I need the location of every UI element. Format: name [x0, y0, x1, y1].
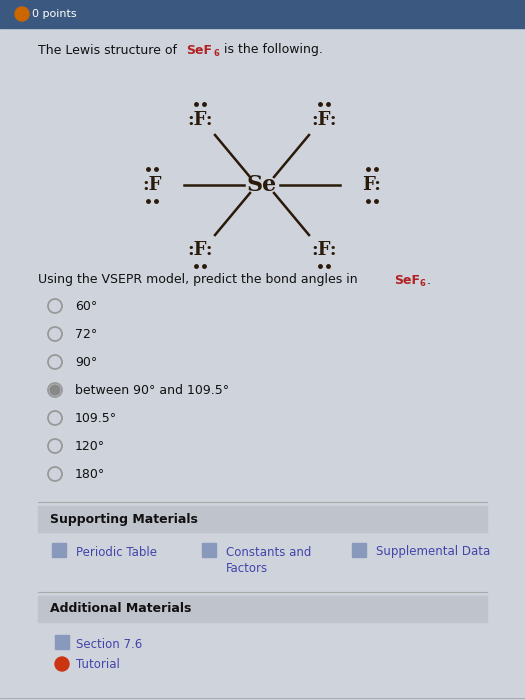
- Text: Supporting Materials: Supporting Materials: [50, 512, 198, 526]
- Bar: [52, 543, 66, 557]
- Text: :F:: :F:: [311, 111, 337, 129]
- Text: Using the VSEPR model, predict the bond angles in: Using the VSEPR model, predict the bond …: [38, 274, 362, 286]
- Text: Section 7.6: Section 7.6: [76, 638, 142, 650]
- Circle shape: [48, 411, 62, 425]
- Text: between 90° and 109.5°: between 90° and 109.5°: [75, 384, 229, 396]
- Text: :F: :F: [142, 176, 162, 194]
- Text: 6: 6: [213, 48, 219, 57]
- Circle shape: [50, 385, 60, 395]
- Bar: [38, 506, 487, 532]
- Text: Supplemental Data: Supplemental Data: [376, 545, 490, 559]
- Bar: [38, 596, 487, 622]
- Text: :F:: :F:: [311, 241, 337, 259]
- Circle shape: [15, 7, 29, 21]
- Bar: [352, 543, 366, 557]
- Circle shape: [48, 299, 62, 313]
- Bar: [202, 543, 216, 557]
- Text: 0 points: 0 points: [32, 9, 77, 19]
- Circle shape: [48, 467, 62, 481]
- Text: 109.5°: 109.5°: [75, 412, 117, 424]
- Text: Periodic Table: Periodic Table: [76, 545, 157, 559]
- Text: 72°: 72°: [75, 328, 97, 340]
- Text: 180°: 180°: [75, 468, 105, 480]
- Text: Factors: Factors: [226, 561, 268, 575]
- Circle shape: [48, 327, 62, 341]
- Bar: [0, 0, 525, 28]
- Text: 120°: 120°: [75, 440, 105, 452]
- Text: is the following.: is the following.: [220, 43, 323, 57]
- Text: 90°: 90°: [75, 356, 97, 368]
- Text: Additional Materials: Additional Materials: [50, 603, 192, 615]
- Circle shape: [48, 355, 62, 369]
- Text: :F:: :F:: [187, 111, 213, 129]
- Text: :F:: :F:: [187, 241, 213, 259]
- Text: F:: F:: [363, 176, 382, 194]
- Circle shape: [48, 439, 62, 453]
- Text: .: .: [427, 274, 431, 286]
- Text: Constants and: Constants and: [226, 545, 311, 559]
- Text: SeF: SeF: [186, 43, 212, 57]
- Text: 60°: 60°: [75, 300, 97, 312]
- Text: Tutorial: Tutorial: [76, 657, 120, 671]
- Text: Se: Se: [247, 174, 277, 196]
- Text: SeF: SeF: [394, 274, 420, 286]
- Circle shape: [48, 383, 62, 397]
- Bar: [55, 635, 69, 649]
- Text: The Lewis structure of: The Lewis structure of: [38, 43, 181, 57]
- Text: 6: 6: [420, 279, 426, 288]
- Circle shape: [55, 657, 69, 671]
